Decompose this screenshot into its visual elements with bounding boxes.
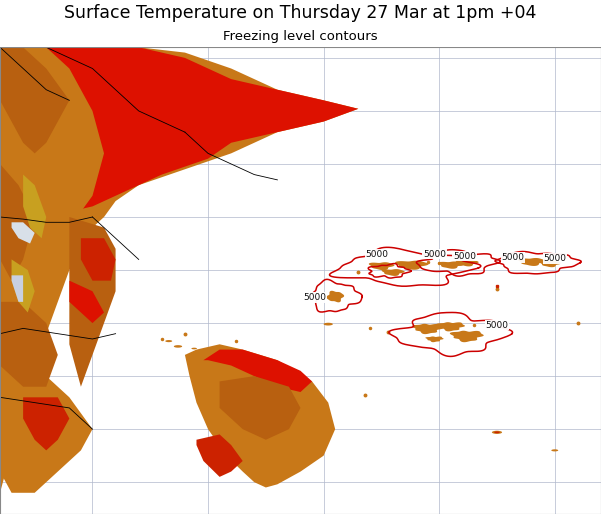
Polygon shape — [11, 276, 23, 302]
Polygon shape — [203, 350, 312, 392]
Polygon shape — [323, 323, 333, 325]
Polygon shape — [456, 260, 478, 266]
Polygon shape — [46, 47, 358, 217]
Polygon shape — [438, 262, 464, 269]
Text: Freezing level contours: Freezing level contours — [223, 30, 378, 43]
Polygon shape — [518, 258, 546, 266]
Polygon shape — [436, 322, 465, 332]
Polygon shape — [165, 340, 172, 342]
Polygon shape — [426, 337, 444, 342]
Polygon shape — [450, 331, 484, 342]
Text: 5000: 5000 — [486, 321, 508, 329]
Text: 5000: 5000 — [453, 252, 476, 261]
Polygon shape — [191, 347, 197, 350]
Polygon shape — [0, 164, 35, 281]
Polygon shape — [0, 376, 93, 493]
Polygon shape — [23, 397, 69, 450]
Text: 5000: 5000 — [502, 253, 525, 262]
Text: 5000: 5000 — [543, 254, 566, 263]
Polygon shape — [0, 47, 69, 153]
Polygon shape — [23, 175, 46, 238]
Polygon shape — [0, 47, 104, 249]
Polygon shape — [395, 261, 429, 270]
Polygon shape — [11, 260, 35, 313]
Polygon shape — [447, 265, 455, 267]
Polygon shape — [197, 434, 243, 477]
Polygon shape — [81, 238, 115, 281]
Polygon shape — [382, 269, 404, 276]
Text: 5000: 5000 — [365, 250, 388, 259]
Polygon shape — [326, 291, 344, 302]
Polygon shape — [69, 281, 104, 323]
Polygon shape — [219, 376, 300, 440]
Polygon shape — [492, 431, 502, 434]
Text: 5000: 5000 — [423, 250, 446, 259]
Polygon shape — [11, 222, 35, 244]
Polygon shape — [369, 262, 394, 270]
Polygon shape — [551, 449, 558, 451]
Polygon shape — [0, 47, 358, 514]
Polygon shape — [494, 431, 500, 433]
Polygon shape — [540, 261, 561, 267]
Polygon shape — [185, 344, 335, 487]
Polygon shape — [69, 217, 115, 387]
Text: Surface Temperature on Thursday 27 Mar at 1pm +04: Surface Temperature on Thursday 27 Mar a… — [64, 4, 537, 22]
Text: 5000: 5000 — [303, 293, 326, 302]
Polygon shape — [174, 345, 182, 347]
Polygon shape — [412, 324, 443, 334]
Polygon shape — [0, 302, 58, 387]
Polygon shape — [457, 264, 463, 266]
